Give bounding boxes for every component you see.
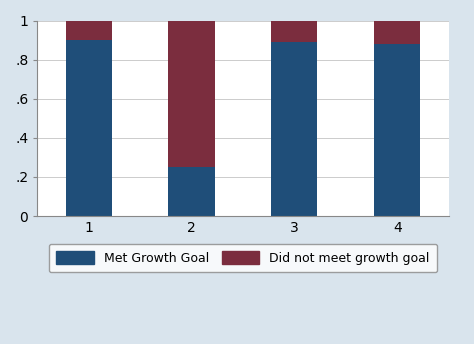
Bar (374, 44, 420, 216)
Legend: Met Growth Goal, Did not meet growth goal: Met Growth Goal, Did not meet growth goa… (49, 244, 437, 272)
Bar (65, 21, 112, 40)
Bar (271, 42, 318, 216)
Bar (374, 21, 420, 44)
Bar (271, 21, 318, 42)
Bar (168, 21, 215, 167)
Bar (65, 40, 112, 216)
Bar (168, 167, 215, 216)
